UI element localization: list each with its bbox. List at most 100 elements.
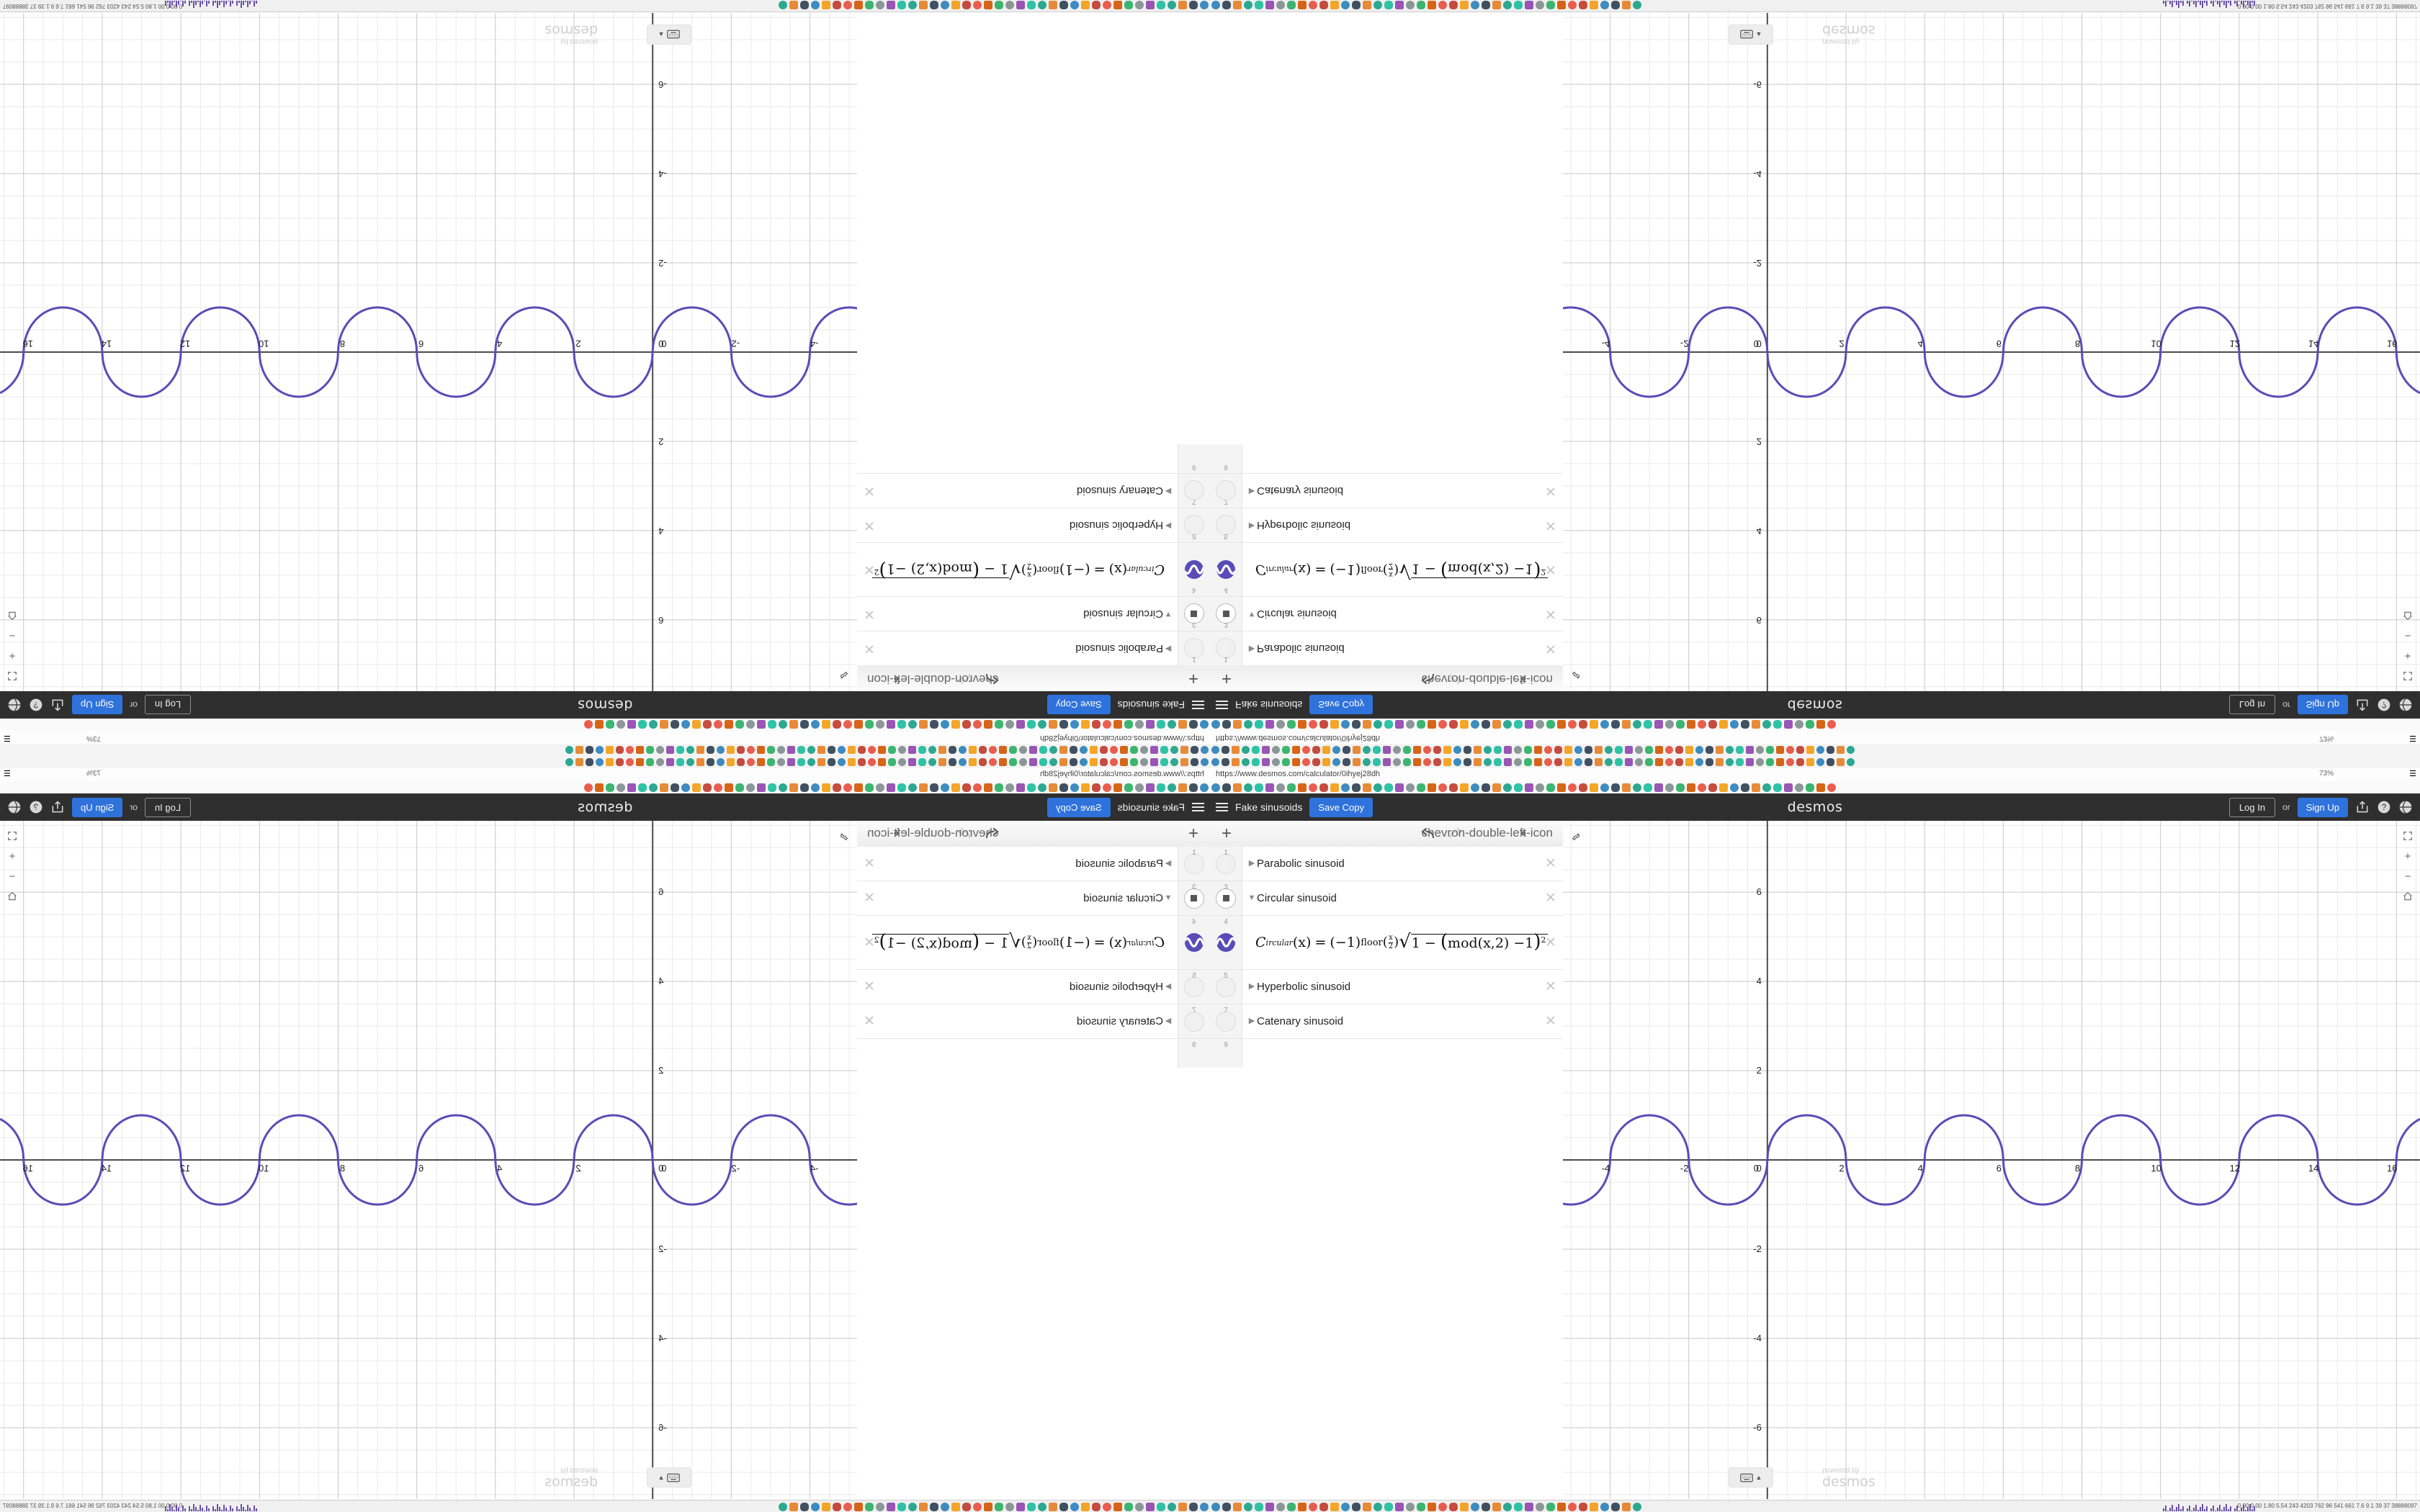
browser-tab-strip[interactable]	[0, 743, 1210, 756]
fullscreen-icon[interactable]	[4, 828, 20, 844]
collapse-panel-button[interactable]: chevron-double-left-icon	[867, 826, 999, 840]
share-icon[interactable]	[50, 800, 65, 814]
close-x-icon[interactable]: ✕	[864, 562, 875, 577]
chevron-down-icon[interactable]: ▼	[1247, 894, 1256, 902]
expression-row-blank[interactable]: 9	[1210, 1039, 1563, 1068]
row-body[interactable]: ▶ Parabolic sinusoid	[1242, 847, 1538, 881]
chevron-right-icon[interactable]: ▶	[1165, 644, 1172, 653]
folder-title[interactable]: Catenary sinusoid	[1257, 485, 1344, 497]
chevron-down-icon[interactable]: ▼	[1164, 610, 1173, 618]
chevron-right-icon[interactable]: ▶	[1165, 487, 1172, 495]
help-question-icon[interactable]: ?	[2377, 698, 2391, 712]
bookmark-favicons[interactable]	[1211, 781, 1838, 793]
curve-color-swatch[interactable]	[1185, 933, 1204, 952]
close-x-icon[interactable]: ✕	[864, 1014, 875, 1029]
row-body[interactable]	[882, 444, 1178, 473]
zoom-in-button[interactable]: +	[2404, 850, 2411, 863]
redo-arrow-icon[interactable]	[956, 668, 972, 685]
taskbar-app-icons[interactable]	[1211, 1500, 1644, 1512]
graph-canvas[interactable]: -4 -2 0 2 4 6 8 10 12 14 16 -6 -4 -2 2 4 6 0 + −	[1563, 13, 2420, 691]
folder-title[interactable]: Parabolic sinusoid	[1075, 858, 1163, 870]
folder-title[interactable]: Hyperbolic sinusoid	[1257, 981, 1351, 993]
keyboard-toggle[interactable]: ▲	[647, 24, 691, 45]
expression-row-folder-hyperbolic[interactable]: 5 ▶ Hyperbolic sinusoid ✕	[857, 970, 1210, 1004]
row-body[interactable]: ▶ Hyperbolic sinusoid	[882, 970, 1178, 1004]
folder-title[interactable]: Catenary sinusoid	[1076, 485, 1163, 497]
row-body[interactable]: ▼ Circular sinusoid	[882, 597, 1178, 631]
graph-left-tools[interactable]	[1569, 668, 1585, 684]
browser-bookmarks-bar[interactable]	[0, 781, 1210, 794]
redo-arrow-icon[interactable]	[956, 827, 972, 844]
row-body[interactable]: ▶ Parabolic sinusoid	[1242, 631, 1538, 665]
row-body[interactable]: ▶ Hyperbolic sinusoid	[882, 508, 1178, 542]
expression-list[interactable]: 1 ▶ Parabolic sinusoid ✕	[857, 847, 1210, 1499]
close-x-icon[interactable]: ✕	[864, 518, 875, 533]
url-text[interactable]: https://www.desmos.com/calculator/0ihyej…	[1039, 734, 1204, 742]
keyboard-caret-icon[interactable]: ▲	[658, 1474, 665, 1481]
graph-plot[interactable]: -4 -2 0 2 4 6 8 10 12 14 16 -6 -4 -2 2 4 6 0	[0, 13, 857, 691]
zoom-level-indicator[interactable]: 73%	[86, 734, 102, 742]
login-button[interactable]: Log In	[2228, 797, 2276, 817]
close-x-icon[interactable]: ✕	[1545, 518, 1556, 533]
os-taskbar[interactable]: 0.00 0.00 1.80 5.54 243 4203 762 96 541 …	[1210, 1500, 2420, 1512]
curve-color-swatch[interactable]	[1216, 560, 1235, 579]
taskbar-app-icons[interactable]	[776, 0, 1209, 12]
share-icon[interactable]	[2355, 698, 2370, 712]
browser-toolbar-icons[interactable]: ☰	[2409, 770, 2417, 778]
row-body[interactable]: ▶ Catenary sinusoid	[882, 1004, 1178, 1038]
row-body[interactable]	[1242, 444, 1538, 473]
browser-tab-favicons[interactable]	[563, 744, 1209, 756]
zoom-out-button[interactable]: −	[9, 870, 16, 883]
add-expression-button[interactable]: +	[1222, 669, 1232, 688]
zoom-level-indicator[interactable]: 73%	[86, 770, 102, 778]
chevron-right-icon[interactable]: ▶	[1165, 982, 1172, 991]
expression-list[interactable]: 1 ▶ Parabolic sinusoid ✕	[857, 13, 1210, 665]
os-taskbar[interactable]: 0.00 0.00 1.80 5.54 243 4203 762 96 541 …	[0, 0, 1210, 12]
bookmark-favicons[interactable]	[582, 781, 1209, 793]
keyboard-toggle[interactable]: ▲	[647, 1467, 691, 1488]
graph-title[interactable]: Fake sinusoids	[1235, 801, 1303, 813]
browser-bookmarks-bar[interactable]	[1210, 781, 2420, 794]
folder-title[interactable]: Hyperbolic sinusoid	[1257, 519, 1351, 531]
expression-row-folder-catenary[interactable]: 7 ▶ Catenary sinusoid ✕	[1210, 1004, 1563, 1039]
row-body[interactable]: ▶ Parabolic sinusoid	[882, 631, 1178, 665]
browser-toolbar-icons[interactable]: ☰	[3, 770, 11, 778]
expression-row-folder-circular[interactable]: 3 ▼ Circular sinusoid ✕	[857, 881, 1210, 916]
fullscreen-icon[interactable]	[2400, 828, 2416, 844]
expression-row-folder-circular[interactable]: 3 ▼ Circular sinusoid ✕	[857, 596, 1210, 631]
folder-title[interactable]: Parabolic sinusoid	[1075, 642, 1163, 654]
row-body[interactable]: ▶ Hyperbolic sinusoid	[1242, 508, 1538, 542]
browser-url-bar[interactable]: https://www.desmos.com/calculator/0ihyej…	[1210, 768, 2420, 782]
close-x-icon[interactable]: ✕	[864, 483, 875, 498]
keyboard-toggle[interactable]: ▲	[1729, 1467, 1773, 1488]
keyboard-caret-icon[interactable]: ▲	[1755, 31, 1762, 38]
close-x-icon[interactable]: ✕	[864, 891, 875, 906]
browser-url-bar[interactable]: https://www.desmos.com/calculator/0ihyej…	[0, 730, 1210, 744]
add-expression-button[interactable]: +	[1188, 824, 1198, 843]
redo-arrow-icon[interactable]	[1448, 668, 1464, 685]
globe-language-icon[interactable]	[2398, 800, 2413, 814]
expression-row-folder-circular[interactable]: 3 ▼ Circular sinusoid ✕	[1210, 596, 1563, 631]
close-x-icon[interactable]: ✕	[1545, 483, 1556, 498]
folder-bubble[interactable]	[1216, 976, 1236, 997]
graph-right-tools[interactable]: + −	[2400, 608, 2416, 684]
graph-canvas[interactable]: -4 -2 0 2 4 6 8 10 12 14 16 -6 -4 -2 2 4 6 0 + −	[0, 13, 857, 691]
undo-arrow-icon[interactable]	[984, 827, 1000, 844]
expression-row-folder-catenary[interactable]: 7 ▶ Catenary sinusoid ✕	[857, 1004, 1210, 1039]
graph-plot[interactable]: -4 -2 0 2 4 6 8 10 12 14 16 -6 -4 -2 2 4 6 0	[0, 821, 857, 1499]
help-question-icon[interactable]: ?	[29, 698, 43, 712]
folder-title[interactable]: Hyperbolic sinusoid	[1069, 519, 1163, 531]
close-x-icon[interactable]: ✕	[864, 641, 875, 656]
close-x-icon[interactable]: ✕	[864, 935, 875, 950]
browser-tab-strip[interactable]	[1210, 756, 2420, 769]
globe-language-icon[interactable]	[7, 800, 22, 814]
folder-bubble-open[interactable]	[1216, 888, 1236, 909]
expression-row-folder-parabolic[interactable]: 1 ▶ Parabolic sinusoid ✕	[857, 631, 1210, 665]
